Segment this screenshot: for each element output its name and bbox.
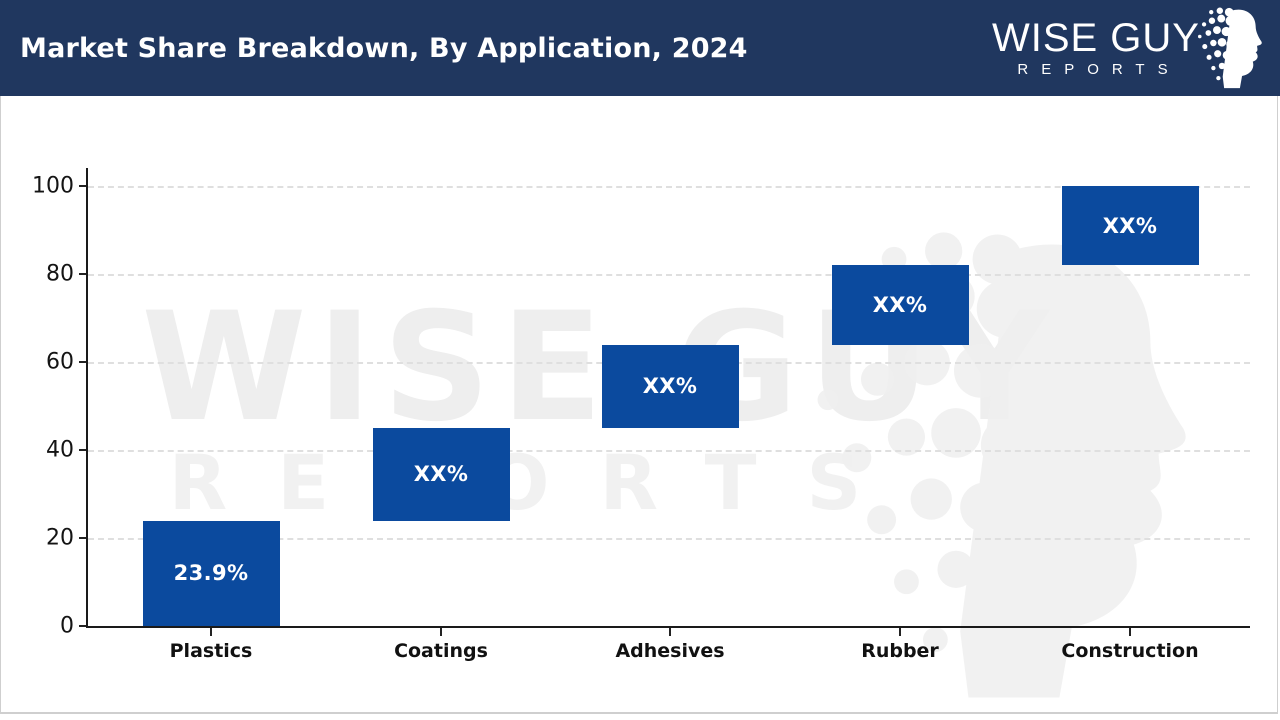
- y-tick-label: 60: [46, 349, 74, 375]
- chart: WISE GUY REPORTS 0 20 40 60 80 100 23.9% Plasti…: [0, 96, 1280, 720]
- y-axis-line: [86, 168, 88, 628]
- y-tick-mark: [79, 625, 87, 627]
- x-category-label: Adhesives: [615, 640, 725, 662]
- y-tick-mark: [79, 185, 87, 187]
- watermark-text-2: REPORTS: [168, 438, 912, 527]
- x-tick-mark: [1129, 628, 1131, 636]
- page-title: Market Share Breakdown, By Application, …: [20, 32, 748, 64]
- x-tick-mark: [210, 628, 212, 636]
- x-category-label: Coatings: [394, 640, 488, 662]
- y-tick-label: 100: [32, 173, 74, 199]
- logo-face-icon: [1197, 7, 1262, 89]
- x-category-label: Construction: [1061, 640, 1199, 662]
- y-tick-mark: [79, 273, 87, 275]
- header: Market Share Breakdown, By Application, …: [0, 0, 1280, 96]
- bar-value-label: XX%: [642, 374, 698, 399]
- gridline-20: [88, 538, 1250, 540]
- bar-coatings: XX%: [372, 428, 510, 521]
- y-tick-mark: [79, 537, 87, 539]
- y-tick-mark: [79, 361, 87, 363]
- y-tick-mark: [79, 449, 87, 451]
- bar-adhesives: XX%: [601, 344, 739, 428]
- bar-value-label: XX%: [413, 462, 469, 487]
- bar-value-label: XX%: [1102, 213, 1158, 238]
- x-category-label: Rubber: [861, 640, 939, 662]
- x-category-label: Plastics: [169, 640, 253, 662]
- y-tick-label: 0: [60, 613, 74, 639]
- bar-value-label: XX%: [872, 293, 928, 317]
- logo-wordmark: WISE GUY: [991, 16, 1200, 60]
- bar-rubber: XX%: [831, 265, 969, 345]
- gridline-80: [88, 274, 1250, 276]
- y-tick-label: 80: [46, 261, 74, 287]
- bar-value-label: 23.9%: [173, 561, 249, 586]
- gridline-40: [88, 450, 1250, 452]
- x-axis-line: [86, 626, 1250, 628]
- y-tick-label: 20: [46, 525, 74, 551]
- logo-subtext: REPORTS: [1017, 61, 1181, 78]
- gridline-100: [88, 186, 1250, 188]
- bar-plastics: 23.9%: [142, 520, 280, 626]
- bar-construction: XX%: [1061, 186, 1199, 266]
- x-tick-mark: [440, 628, 442, 636]
- x-tick-mark: [899, 628, 901, 636]
- logo-wordmark-block: WISE GUY REPORTS: [992, 18, 1200, 78]
- logo: WISE GUY REPORTS: [992, 5, 1268, 91]
- y-tick-label: 40: [46, 437, 74, 463]
- x-tick-mark: [669, 628, 671, 636]
